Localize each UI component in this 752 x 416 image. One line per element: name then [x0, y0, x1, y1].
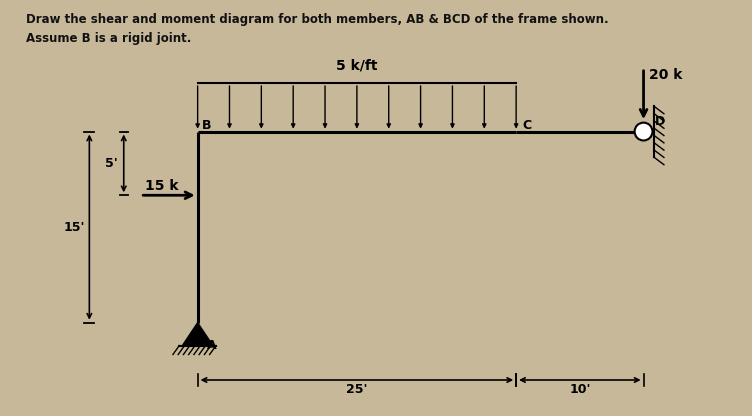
Text: 15 k: 15 k	[145, 179, 179, 193]
Text: B: B	[202, 119, 211, 132]
Text: 15': 15'	[63, 220, 85, 234]
Polygon shape	[182, 323, 213, 346]
Text: 25': 25'	[346, 383, 368, 396]
Text: 5': 5'	[105, 157, 117, 170]
Text: 20 k: 20 k	[649, 68, 682, 82]
Text: Draw the shear and moment diagram for both members, AB & BCD of the frame shown.: Draw the shear and moment diagram for bo…	[26, 13, 608, 26]
Text: Assume B is a rigid joint.: Assume B is a rigid joint.	[26, 32, 191, 45]
Text: A: A	[207, 339, 216, 352]
Text: 5 k/ft: 5 k/ft	[336, 58, 378, 72]
Text: 10': 10'	[569, 383, 590, 396]
Circle shape	[635, 123, 653, 141]
Text: D: D	[655, 115, 666, 128]
Text: C: C	[523, 119, 532, 132]
